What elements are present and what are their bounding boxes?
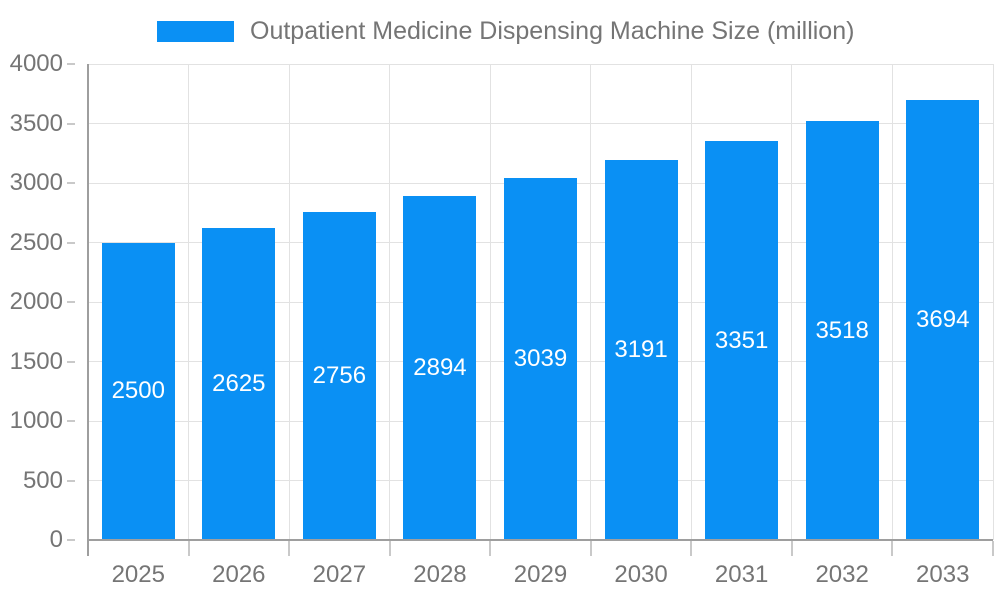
gridline-horizontal — [88, 123, 993, 124]
bar-value-label: 2756 — [312, 362, 367, 390]
y-axis-tick-label: 4000 — [9, 50, 63, 77]
x-axis-tick — [489, 541, 492, 556]
y-axis-tick-label: 2000 — [9, 288, 63, 315]
y-axis-tick-label: 2500 — [9, 228, 63, 256]
x-axis-tick — [992, 541, 994, 556]
gridline-vertical — [891, 64, 893, 540]
x-axis-tick-label: 2031 — [714, 561, 769, 588]
gridline-vertical — [690, 64, 692, 540]
x-axis-tick-label: 2032 — [815, 561, 869, 588]
y-axis-tick-label: 0 — [49, 526, 63, 553]
x-axis-tick-label: 2029 — [513, 561, 568, 588]
x-axis-tick-label: 2026 — [212, 561, 266, 588]
gridline-vertical — [992, 64, 994, 540]
y-axis-line — [87, 64, 89, 556]
bar-2028[interactable] — [403, 195, 477, 540]
legend-label: Outpatient Medicine Dispensing Machine S… — [250, 17, 855, 45]
x-axis-tick — [790, 541, 793, 556]
x-axis-tick — [187, 541, 190, 556]
x-axis-line — [87, 539, 993, 541]
y-axis-tick — [67, 241, 75, 244]
bar-value-label: 3039 — [513, 345, 568, 373]
x-axis-tick — [288, 541, 291, 556]
y-axis-tick — [67, 539, 75, 541]
y-axis-tick — [67, 63, 75, 65]
bar-2027[interactable] — [302, 212, 376, 540]
bar-2026[interactable] — [202, 227, 276, 540]
legend[interactable]: Outpatient Medicine Dispensing Machine S… — [157, 17, 854, 46]
bar-value-label: 3518 — [815, 316, 869, 344]
bar-value-label: 2625 — [212, 369, 266, 397]
y-axis-tick — [67, 301, 75, 303]
y-axis-tick-label: 3500 — [9, 109, 63, 137]
x-axis-tick — [388, 541, 391, 556]
x-axis-tick-label: 2025 — [111, 561, 165, 588]
gridline-vertical — [590, 64, 592, 540]
x-axis-tick-label: 2033 — [916, 561, 970, 588]
x-axis-tick — [589, 541, 592, 556]
legend-swatch — [157, 21, 234, 42]
gridline-vertical — [389, 64, 391, 540]
bar-2030[interactable] — [604, 160, 678, 540]
gridline-vertical — [288, 64, 290, 540]
bar-value-label: 3694 — [916, 306, 970, 334]
bar-value-label: 2894 — [413, 353, 467, 381]
x-axis-tick — [690, 541, 693, 556]
x-axis-tick-label: 2028 — [413, 561, 467, 588]
bar-value-label: 2500 — [111, 377, 165, 405]
y-axis-tick-label: 500 — [22, 466, 63, 494]
bar-2025[interactable] — [101, 242, 175, 540]
bar-value-label: 3191 — [614, 336, 668, 364]
y-axis-tick — [67, 479, 75, 482]
y-axis-tick — [67, 182, 75, 184]
y-axis-tick-label: 3000 — [9, 169, 63, 196]
x-axis-tick-label: 2027 — [312, 561, 367, 588]
y-axis-tick-label: 1500 — [9, 347, 63, 375]
bar-2033[interactable] — [906, 100, 980, 540]
bar-2029[interactable] — [504, 178, 577, 540]
bar-2032[interactable] — [805, 121, 879, 540]
x-axis-tick — [891, 541, 894, 556]
gridline-vertical — [489, 64, 491, 540]
bar-2031[interactable] — [705, 141, 779, 540]
y-axis-tick — [67, 420, 75, 422]
x-axis-tick-label: 2030 — [614, 561, 668, 588]
bar-value-label: 3351 — [714, 326, 769, 354]
y-axis-tick — [67, 360, 75, 363]
gridline-vertical — [188, 64, 190, 540]
y-axis-tick-label: 1000 — [9, 407, 63, 434]
y-axis-tick — [67, 122, 75, 125]
gridline-vertical — [791, 64, 793, 540]
gridline-horizontal — [88, 63, 993, 65]
